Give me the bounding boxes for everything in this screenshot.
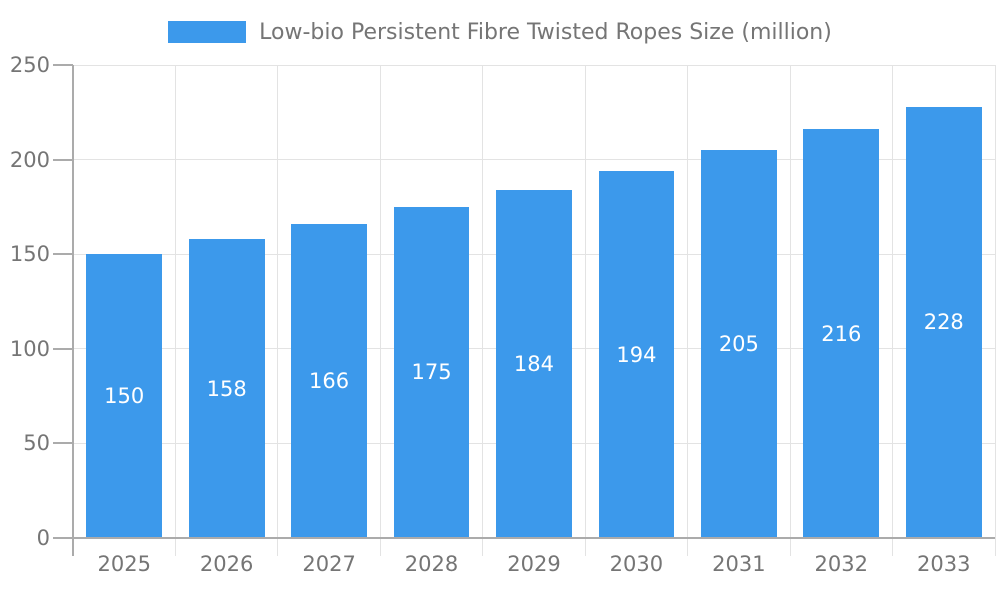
- bar-value-label: 158: [206, 376, 247, 401]
- y-tick-label: 50: [23, 431, 50, 456]
- x-axis-labels: 2025 2026 2027 2028 2029 2030 2031 2032 2033: [73, 552, 995, 582]
- bar-slot: 166: [278, 65, 380, 538]
- v-gridline: [789, 65, 791, 556]
- x-tick-label: 2025: [97, 552, 151, 576]
- v-gridline: [687, 65, 689, 556]
- y-axis-line: [72, 65, 74, 556]
- bar[interactable]: 166: [291, 223, 367, 538]
- legend[interactable]: Low-bio Persistent Fibre Twisted Ropes S…: [0, 14, 1000, 50]
- h-gridline: [73, 159, 995, 161]
- y-tick: [53, 347, 73, 350]
- bar-slot: 216: [790, 65, 892, 538]
- y-tick: [53, 442, 73, 445]
- bar-value-label: 150: [104, 384, 145, 409]
- h-gridline: [73, 64, 995, 66]
- y-tick: [53, 158, 73, 161]
- bar-slot: 194: [585, 65, 687, 538]
- bar-value-label: 184: [513, 351, 555, 376]
- bar[interactable]: 150: [86, 254, 163, 538]
- x-tick-label: 2026: [199, 552, 254, 576]
- x-tick-label: 2033: [916, 552, 971, 576]
- x-tick-label: 2032: [814, 552, 868, 576]
- bar-value-label: 175: [411, 360, 452, 385]
- y-tick: [53, 537, 73, 539]
- bar-slot: 205: [688, 65, 790, 538]
- bar[interactable]: 175: [393, 206, 470, 538]
- legend-swatch[interactable]: [168, 21, 247, 43]
- plot-area: 150 158 166 175 184 194 205 216 228: [53, 64, 996, 556]
- legend-label: Low-bio Persistent Fibre Twisted Ropes S…: [259, 19, 832, 45]
- bar[interactable]: 205: [700, 150, 777, 538]
- y-tick-label: 200: [9, 147, 50, 172]
- bar-slot: 150: [73, 65, 175, 538]
- v-gridline: [994, 65, 996, 556]
- v-gridline: [174, 65, 176, 556]
- bar[interactable]: 184: [496, 189, 572, 538]
- bar-value-label: 205: [718, 332, 759, 357]
- bar[interactable]: 158: [188, 239, 265, 538]
- y-axis-labels: 0 50 100 150 200 250: [0, 53, 50, 550]
- v-gridline: [379, 65, 381, 556]
- y-tick-label: 100: [9, 336, 50, 361]
- y-tick-label: 250: [9, 53, 50, 77]
- bar[interactable]: 194: [598, 171, 675, 538]
- x-axis-line: [73, 537, 995, 539]
- y-tick-label: 0: [36, 526, 50, 550]
- x-tick-label: 2027: [302, 552, 356, 576]
- x-tick-label: 2028: [404, 552, 459, 576]
- bar-value-label: 228: [923, 310, 964, 335]
- bar-value-label: 166: [309, 368, 350, 393]
- bar[interactable]: 228: [905, 106, 982, 538]
- x-tick-label: 2029: [507, 552, 561, 576]
- v-gridline: [277, 65, 279, 556]
- bar-slot: 158: [175, 65, 277, 538]
- bar-slot: 228: [893, 65, 995, 538]
- bar-slot: 184: [483, 65, 585, 538]
- x-tick-label: 2031: [712, 552, 766, 576]
- bar[interactable]: 216: [803, 129, 880, 538]
- y-tick-label: 150: [9, 242, 50, 267]
- v-gridline: [892, 65, 894, 556]
- v-gridline: [584, 65, 586, 556]
- v-gridline: [482, 65, 484, 556]
- y-tick: [53, 253, 73, 256]
- bar-value-label: 216: [821, 321, 862, 346]
- y-tick: [53, 64, 73, 66]
- bar-slot: 175: [380, 65, 482, 538]
- bar-value-label: 194: [616, 342, 657, 367]
- x-tick-label: 2030: [609, 552, 664, 576]
